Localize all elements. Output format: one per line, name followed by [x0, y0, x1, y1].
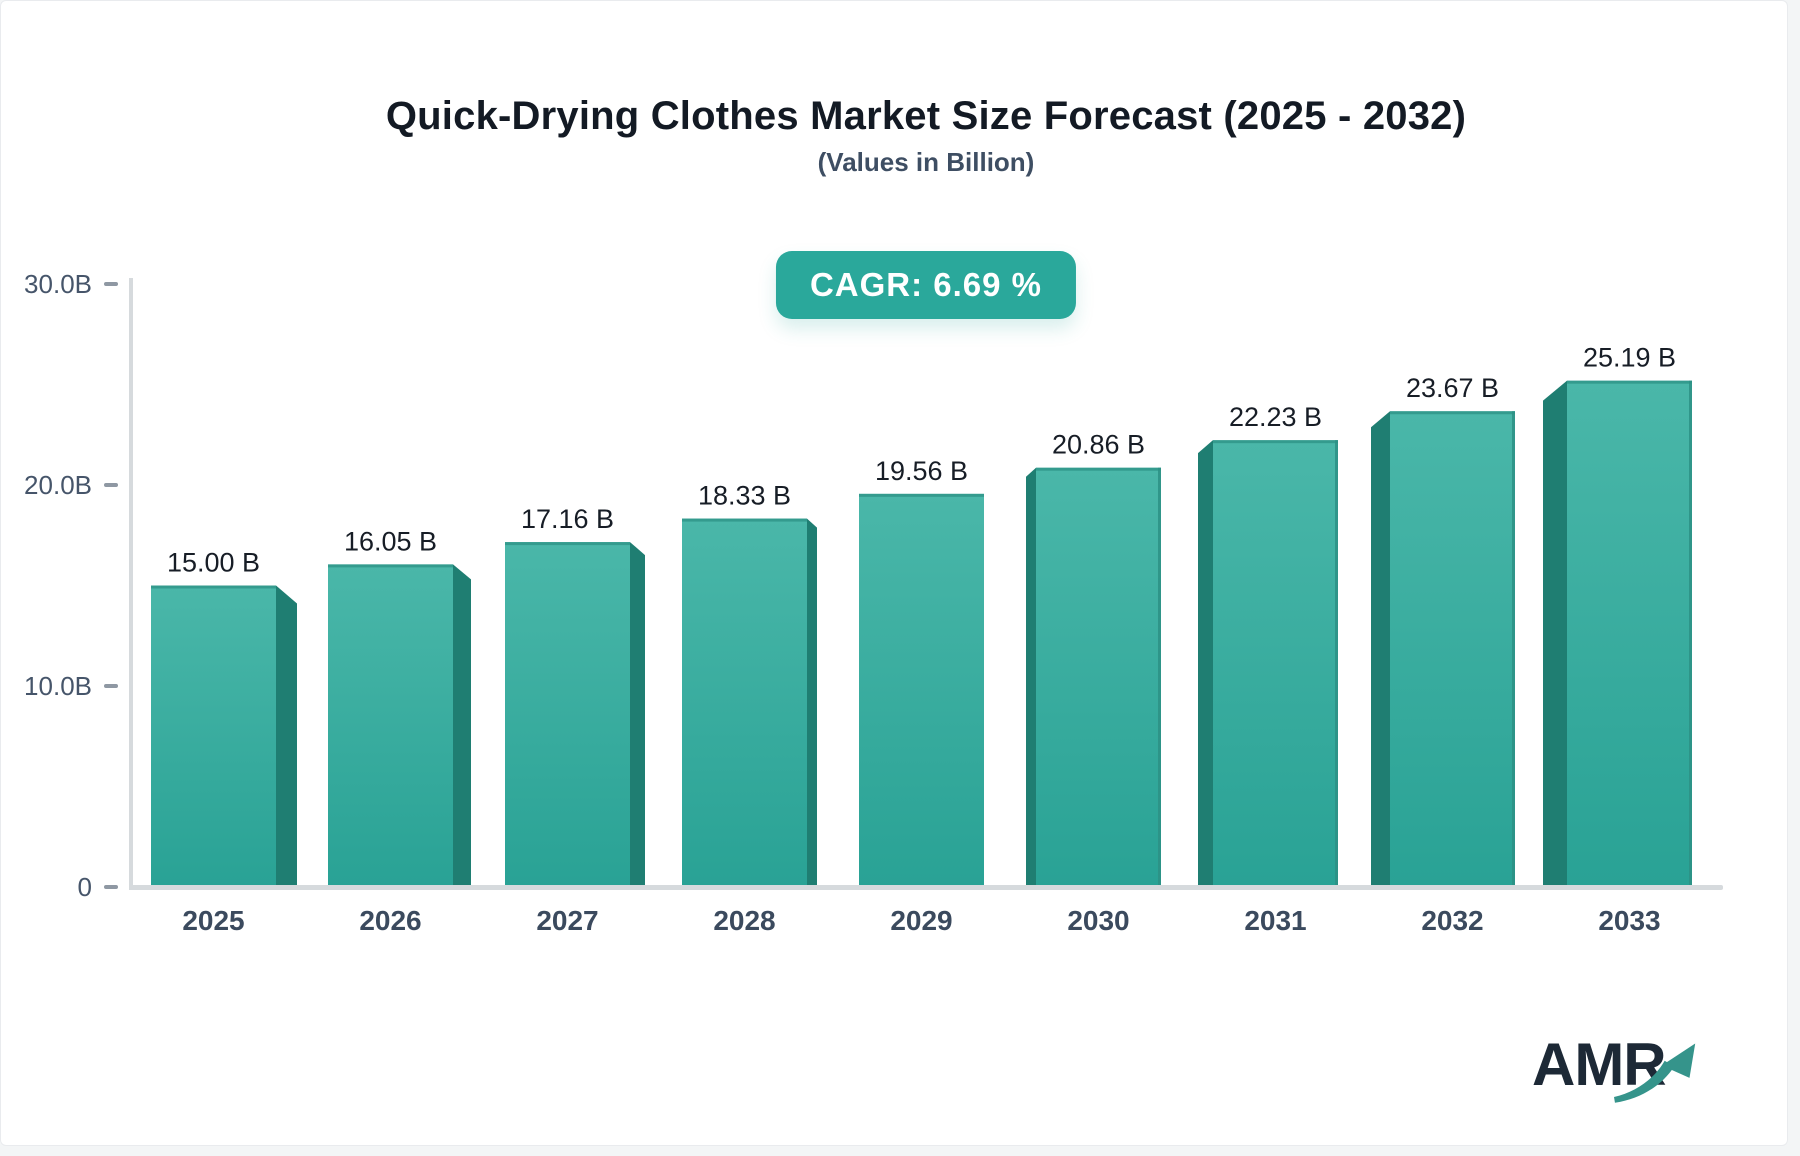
bar-value-2028: 18.33 B [698, 481, 791, 511]
bar-side-face [630, 542, 645, 887]
bar-face [151, 585, 276, 887]
bar-value-2029: 19.56 B [875, 456, 968, 486]
bar-side-face [1198, 440, 1213, 887]
bar-face [505, 542, 630, 887]
x-tick-label-2028: 2028 [713, 905, 775, 936]
bar-face [859, 493, 984, 887]
bar-side-face [1026, 467, 1036, 887]
bar-side-face [1371, 411, 1390, 887]
y-tick-dash-10.0B [104, 684, 118, 688]
bar-2031: 22.23 B 2031 [1198, 402, 1338, 936]
bar-top-edge [1213, 440, 1338, 444]
x-tick-label-2026: 2026 [359, 905, 421, 936]
bar-value-2030: 20.86 B [1052, 430, 1145, 460]
bar-value-2025: 15.00 B [167, 548, 260, 578]
bar-top-edge [1567, 380, 1692, 384]
bar-2033: 25.19 B 2033 [1543, 343, 1692, 936]
bar-right-edge [1335, 440, 1338, 887]
bar-face [682, 518, 807, 887]
bar-right-edge [1512, 411, 1515, 887]
x-tick-label-2033: 2033 [1598, 905, 1660, 936]
bar-top-edge [505, 542, 630, 546]
bar-right-edge [1689, 380, 1692, 887]
x-tick-label-2031: 2031 [1244, 905, 1306, 936]
y-tick-dash-20.0B [104, 483, 118, 487]
bar-side-face [807, 518, 817, 887]
bar-value-2033: 25.19 B [1583, 343, 1676, 373]
bar-top-edge [1036, 467, 1161, 471]
bar-top-edge [682, 518, 807, 522]
x-tick-label-2027: 2027 [536, 905, 598, 936]
y-tick-label-20.0B: 20.0B [24, 470, 92, 500]
bar-top-edge [328, 564, 453, 568]
chart-subtitle: (Values in Billion) [817, 147, 1035, 177]
y-axis-line [129, 278, 133, 890]
bar-top-edge [1390, 411, 1515, 415]
bar-2025: 15.00 B 2025 [151, 548, 297, 936]
y-tick-dash-30.0B [104, 282, 118, 286]
y-tick-label-10.0B: 10.0B [24, 671, 92, 701]
x-tick-label-2030: 2030 [1067, 905, 1129, 936]
bar-2030: 20.86 B 2030 [1026, 430, 1161, 936]
bar-right-edge [1158, 467, 1161, 887]
bar-face [1567, 380, 1692, 887]
bar-face [1036, 467, 1161, 887]
bar-2028: 18.33 B 2028 [682, 481, 817, 936]
cagr-badge: CAGR: 6.69 % [775, 251, 1077, 319]
bar-top-edge [151, 585, 276, 589]
bar-face [328, 564, 453, 887]
chart-title: Quick-Drying Clothes Market Size Forecas… [385, 94, 1467, 138]
bar-2029: 19.56 B 2029 [859, 456, 984, 936]
bar-value-2032: 23.67 B [1406, 373, 1499, 403]
x-tick-label-2029: 2029 [890, 905, 952, 936]
bar-face [1213, 440, 1338, 887]
bar-side-face [1543, 380, 1567, 887]
bar-2027: 17.16 B 2027 [505, 504, 645, 936]
y-tick-label-0: 0 [78, 872, 92, 902]
bar-side-face [453, 564, 471, 887]
y-tick-label-30.0B: 30.0B [24, 269, 92, 299]
x-tick-label-2032: 2032 [1421, 905, 1483, 936]
bar-side-face [276, 585, 297, 887]
y-tick-dash-0 [104, 885, 118, 889]
bar-2032: 23.67 B 2032 [1371, 373, 1515, 936]
amr-logo: AMR [1532, 1030, 1712, 1120]
bar-value-2031: 22.23 B [1229, 402, 1322, 432]
bar-value-2026: 16.05 B [344, 526, 437, 556]
bar-2026: 16.05 B 2026 [328, 526, 471, 936]
bar-top-edge [859, 493, 984, 497]
growth-arrow-icon [1614, 1043, 1696, 1103]
x-tick-label-2025: 2025 [182, 905, 244, 936]
bar-value-2027: 17.16 B [521, 504, 614, 534]
bar-face [1390, 411, 1515, 887]
x-axis-line [129, 885, 1723, 890]
